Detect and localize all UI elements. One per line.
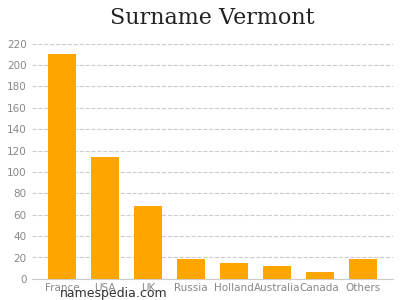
Bar xyxy=(306,272,334,279)
Bar xyxy=(177,259,205,279)
Bar xyxy=(48,54,76,279)
Bar xyxy=(263,266,291,279)
Bar xyxy=(220,263,248,279)
Bar xyxy=(91,157,119,279)
Text: namespedia.com: namespedia.com xyxy=(60,287,168,300)
Bar xyxy=(349,259,377,279)
Title: Surname Vermont: Surname Vermont xyxy=(110,7,315,29)
Bar xyxy=(134,206,162,279)
